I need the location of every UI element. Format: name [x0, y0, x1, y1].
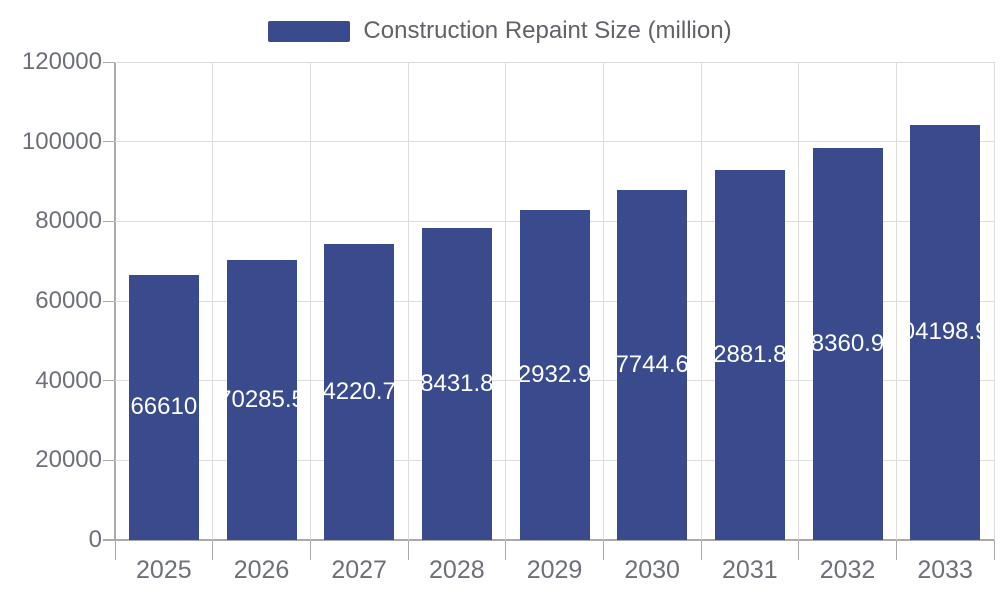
- x-axis-tick: [602, 540, 604, 560]
- x-axis-tick: [505, 540, 507, 560]
- legend-item[interactable]: Construction Repaint Size (million): [0, 17, 1000, 45]
- x-tick-label: 2027: [331, 556, 387, 584]
- y-axis-tick: [103, 61, 115, 63]
- y-axis-tick: [103, 300, 115, 302]
- x-tick-label: 2032: [819, 556, 876, 584]
- x-tick-label: 2026: [233, 556, 290, 584]
- x-axis-tick: [895, 540, 897, 560]
- y-axis-tick: [103, 459, 115, 461]
- bar-value-label: 74220.77: [324, 378, 395, 406]
- y-tick-label: 0: [88, 526, 102, 553]
- gridline-horizontal: [115, 141, 994, 143]
- y-tick-label: 40000: [35, 366, 102, 394]
- bar-2026[interactable]: 70285.5: [226, 260, 297, 540]
- bar-2030[interactable]: 87744.63: [617, 190, 688, 540]
- gridline-vertical: [505, 62, 507, 540]
- x-tick-label: 2030: [624, 556, 680, 584]
- x-tick-label: 2033: [917, 556, 973, 584]
- bar-2027[interactable]: 74220.77: [324, 244, 395, 540]
- x-axis-tick: [309, 540, 311, 560]
- y-tick-label: 120000: [21, 48, 102, 75]
- bar-value-label: 104198.95: [910, 318, 980, 346]
- legend-label[interactable]: Construction Repaint Size (million): [363, 17, 732, 44]
- x-tick-label: 2028: [429, 556, 485, 584]
- x-tick-label: 2031: [722, 556, 778, 584]
- y-tick-label: 60000: [35, 287, 102, 314]
- legend-swatch[interactable]: [268, 20, 351, 42]
- bar-value-label: 70285.5: [227, 386, 297, 414]
- y-tick-label: 80000: [35, 207, 102, 235]
- gridline-vertical: [212, 62, 214, 540]
- bar-value-label: 92881.88: [714, 341, 785, 369]
- x-axis-tick: [993, 540, 995, 560]
- y-axis-tick: [103, 380, 115, 382]
- gridline-vertical: [602, 62, 604, 540]
- gridline-vertical: [700, 62, 702, 540]
- y-tick-label: 100000: [21, 127, 102, 155]
- y-axis-tick: [103, 220, 115, 222]
- bar-value-label: 66610: [130, 393, 198, 421]
- x-axis-tick: [798, 540, 800, 560]
- gridline-vertical: [407, 62, 409, 540]
- gridline-vertical: [993, 62, 995, 540]
- bar-2025[interactable]: 66610: [128, 274, 199, 540]
- y-axis-tick: [103, 539, 115, 541]
- y-axis-tick: [103, 141, 115, 143]
- x-axis-tick: [212, 540, 214, 560]
- gridline-horizontal: [115, 61, 994, 63]
- gridline-vertical: [895, 62, 897, 540]
- x-axis-tick: [700, 540, 702, 560]
- bar-value-label: 87744.63: [617, 351, 688, 379]
- x-axis-line: [103, 539, 994, 541]
- gridline-vertical: [309, 62, 311, 540]
- bar-value-label: 98360.93: [812, 330, 883, 358]
- bar-2032[interactable]: 98360.93: [812, 148, 883, 540]
- gridline-vertical: [798, 62, 800, 540]
- y-tick-label: 20000: [35, 446, 102, 474]
- bar-2033[interactable]: 104198.95: [910, 124, 981, 540]
- x-tick-label: 2029: [526, 556, 583, 584]
- x-tick-label: 2025: [136, 556, 192, 584]
- bar-2031[interactable]: 92881.88: [714, 170, 785, 540]
- x-axis-tick: [114, 540, 116, 560]
- x-axis-tick: [407, 540, 409, 560]
